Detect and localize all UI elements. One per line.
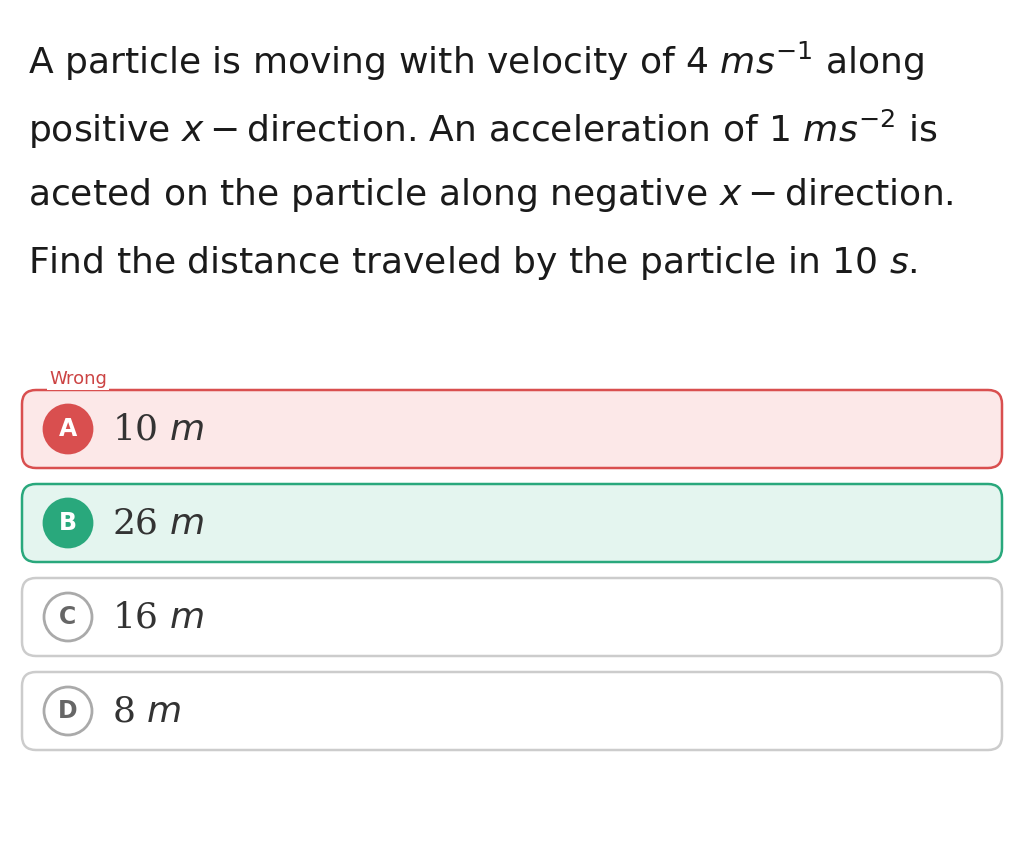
Text: aceted on the particle along negative $x-$direction.: aceted on the particle along negative $x… xyxy=(28,176,953,214)
FancyBboxPatch shape xyxy=(22,390,1002,468)
Text: Wrong: Wrong xyxy=(49,370,106,388)
Text: Find the distance traveled by the particle in 10 $s$.: Find the distance traveled by the partic… xyxy=(28,244,918,282)
Text: 26 $m$: 26 $m$ xyxy=(112,506,204,540)
Circle shape xyxy=(44,405,92,453)
Circle shape xyxy=(44,499,92,547)
FancyBboxPatch shape xyxy=(22,672,1002,750)
Text: B: B xyxy=(59,511,77,535)
Circle shape xyxy=(44,687,92,735)
FancyBboxPatch shape xyxy=(22,578,1002,656)
Text: A: A xyxy=(58,417,77,441)
Circle shape xyxy=(44,593,92,641)
Text: 8 $m$: 8 $m$ xyxy=(112,694,181,728)
Text: A particle is moving with velocity of 4 $ms^{-1}$ along: A particle is moving with velocity of 4 … xyxy=(28,40,924,83)
Text: C: C xyxy=(59,605,77,629)
Text: positive $x-$direction. An acceleration of 1 $ms^{-2}$ is: positive $x-$direction. An acceleration … xyxy=(28,108,937,151)
Text: 16 $m$: 16 $m$ xyxy=(112,600,204,634)
FancyBboxPatch shape xyxy=(22,484,1002,562)
Text: 10 $m$: 10 $m$ xyxy=(112,412,204,446)
Text: D: D xyxy=(58,699,78,723)
